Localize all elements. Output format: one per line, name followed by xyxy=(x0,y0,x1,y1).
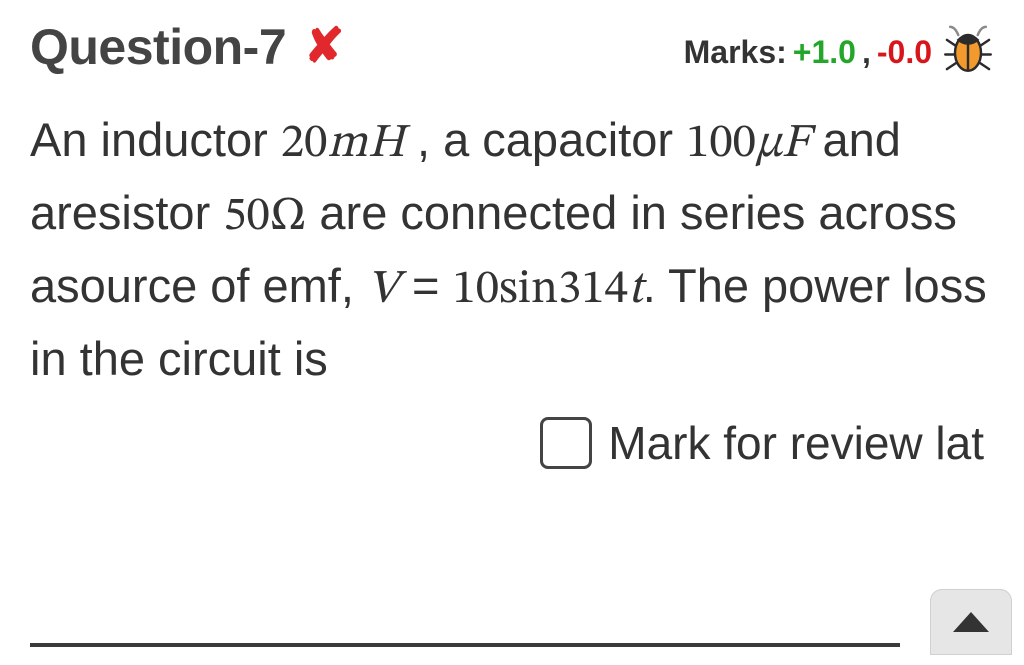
marks-positive: +1.0 xyxy=(793,34,856,71)
marks-group: Marks: +1.0 , -0.0 xyxy=(684,18,994,82)
question-text-run: = xyxy=(399,259,453,312)
question-math-run: 10 xyxy=(453,267,500,314)
question-math-run: 20 xyxy=(281,121,328,168)
marks-negative: -0.0 xyxy=(877,34,932,71)
mark-for-review-label: Mark for review lat xyxy=(608,416,984,470)
question-math-run: sin xyxy=(499,267,558,314)
question-title-group: Question-7 ✘ xyxy=(30,18,344,76)
question-math-run: 50Ω xyxy=(223,194,306,241)
marks-label: Marks: xyxy=(684,34,787,71)
mark-for-review-row: Mark for review lat xyxy=(30,416,994,470)
question-header: Question-7 ✘ Marks: +1.0 , -0.0 xyxy=(30,18,994,82)
question-text: An inductor 20mH , a capacitor 100μF and… xyxy=(30,106,994,394)
mark-for-review-checkbox[interactable] xyxy=(540,417,592,469)
bottom-divider xyxy=(30,643,900,647)
question-number-label: Question-7 xyxy=(30,18,286,76)
question-math-run: V xyxy=(367,267,399,314)
question-text-run: An inductor xyxy=(30,113,281,166)
question-math-run: 100 xyxy=(686,121,756,168)
question-text-run: , a capacitor xyxy=(404,113,686,166)
question-math-run: t xyxy=(628,267,643,314)
scroll-up-button[interactable] xyxy=(930,589,1012,655)
incorrect-mark-icon: ✘ xyxy=(304,23,344,71)
chevron-up-icon xyxy=(953,612,989,632)
marks-separator: , xyxy=(862,34,871,71)
question-math-run: mH xyxy=(327,121,404,168)
bug-icon[interactable] xyxy=(938,22,994,82)
question-math-run: 314 xyxy=(558,267,628,314)
question-math-run: μF xyxy=(756,121,810,168)
